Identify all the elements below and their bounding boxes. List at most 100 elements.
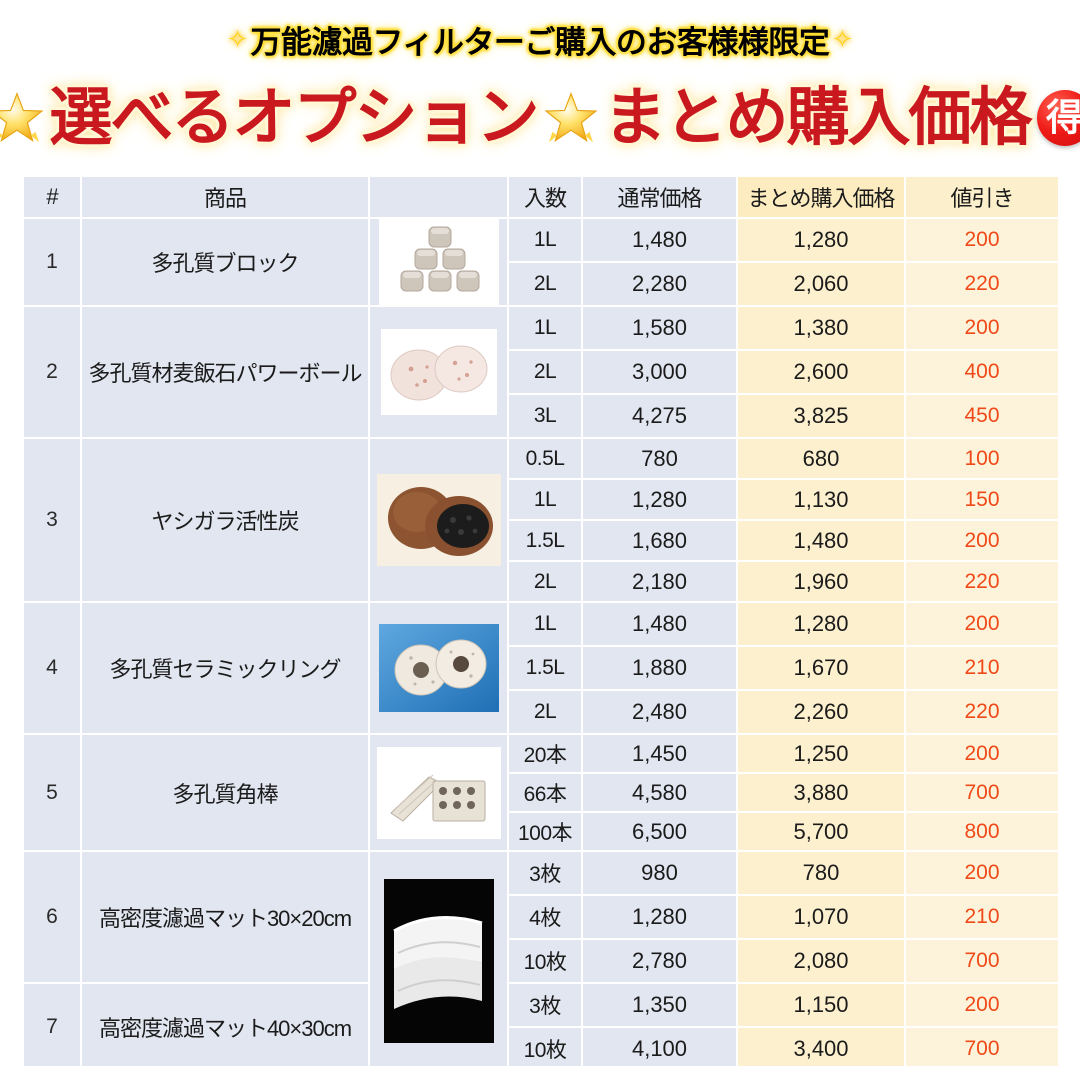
product-name: 高密度濾過マット30×20cm — [80, 850, 370, 984]
bottom-margin — [0, 1066, 1080, 1080]
row-index: 6 — [22, 850, 82, 984]
quantity-cell: 1L — [507, 217, 583, 263]
normal-price-cell: 4,580 — [581, 772, 738, 813]
bulk-price-cell: 1,280 — [736, 601, 906, 647]
bulk-price-cell: 1,070 — [736, 894, 906, 940]
price-table: # 商品 入数 通常価格 まとめ購入価格 値引き 1 多孔質ブロック — [22, 175, 1060, 1072]
quantity-cell: 20本 — [507, 733, 583, 774]
table-row: 2L 2,480 2,260 220 — [23, 689, 1060, 735]
header-image — [368, 175, 509, 219]
header-product: 商品 — [80, 175, 370, 219]
table-row: 3 ヤシガラ活性炭 0.5L 780 680 100 — [22, 437, 1060, 603]
product-name: 高密度濾過マット40×30cm — [80, 982, 370, 1072]
product-name: 多孔質角棒 — [80, 733, 370, 852]
header-discount: 値引き — [904, 175, 1060, 219]
bulk-price-cell: 2,600 — [736, 349, 906, 395]
quantity-cell: 2L — [507, 349, 583, 395]
normal-price-cell: 2,180 — [581, 560, 738, 603]
toku-badge-icon: 得 — [1036, 90, 1080, 146]
discount-cell: 200 — [904, 519, 1060, 562]
discount-cell: 200 — [904, 601, 1060, 647]
discount-cell: 220 — [904, 689, 1060, 735]
table-row: 4枚 1,280 1,070 210 — [23, 894, 1060, 940]
discount-cell: 200 — [904, 305, 1060, 351]
row-index: 1 — [22, 217, 82, 307]
normal-price-cell: 4,100 — [581, 1026, 738, 1072]
discount-cell: 220 — [904, 560, 1060, 603]
quantity-cell: 2L — [507, 689, 583, 735]
title-text-left: 選べるオプション — [49, 82, 540, 153]
quantity-cell: 1.5L — [507, 519, 583, 562]
normal-price-cell: 1,580 — [581, 305, 738, 351]
normal-price-cell: 1,350 — [581, 982, 738, 1028]
table-row: 1L 1,280 1,130 150 — [23, 478, 1060, 521]
discount-cell: 700 — [904, 772, 1060, 813]
product-image — [368, 437, 509, 603]
product-name: 多孔質材麦飯石パワーボール — [80, 305, 370, 439]
bulk-price-cell: 780 — [736, 850, 906, 896]
quantity-cell: 3L — [507, 393, 583, 439]
quantity-cell: 3枚 — [507, 982, 583, 1028]
discount-cell: 210 — [904, 645, 1060, 691]
normal-price-cell: 980 — [581, 850, 738, 896]
bulk-price-cell: 2,080 — [736, 938, 906, 984]
bulk-price-cell: 3,400 — [736, 1026, 906, 1072]
quantity-cell: 1L — [507, 478, 583, 521]
bulk-price-cell: 5,700 — [736, 811, 906, 852]
product-image — [368, 733, 509, 852]
bulk-price-cell: 1,130 — [736, 478, 906, 521]
quantity-cell: 2L — [507, 560, 583, 603]
discount-cell: 700 — [904, 938, 1060, 984]
row-index: 2 — [22, 305, 82, 439]
normal-price-cell: 6,500 — [581, 811, 738, 852]
normal-price-cell: 1,280 — [581, 894, 738, 940]
normal-price-cell: 1,450 — [581, 733, 738, 774]
normal-price-cell: 1,280 — [581, 478, 738, 521]
normal-price-cell: 2,480 — [581, 689, 738, 735]
table-header-row: # 商品 入数 通常価格 まとめ購入価格 値引き — [22, 175, 1060, 219]
quantity-cell: 66本 — [507, 772, 583, 813]
normal-price-cell: 2,280 — [581, 261, 738, 307]
bulk-price-cell: 2,060 — [736, 261, 906, 307]
table-row: 1.5L 1,680 1,480 200 — [23, 519, 1060, 562]
star-icon-right — [542, 89, 600, 147]
table-row: 66本 4,580 3,880 700 — [23, 772, 1060, 813]
discount-cell: 200 — [904, 850, 1060, 896]
product-image — [368, 305, 509, 439]
star-icon-left — [0, 89, 46, 147]
discount-cell: 700 — [904, 1026, 1060, 1072]
table-row: 6 高密度濾過マット30×20cm 3枚 980 780 200 — [22, 850, 1060, 1072]
quantity-cell: 3枚 — [507, 850, 583, 896]
table-row: 2L 3,000 2,600 400 — [23, 349, 1060, 395]
price-table-container: # 商品 入数 通常価格 まとめ購入価格 値引き 1 多孔質ブロック — [22, 175, 1060, 1072]
table-row: 10枚 4,100 3,400 700 — [23, 1026, 1060, 1072]
bulk-price-cell: 3,880 — [736, 772, 906, 813]
header-quantity: 入数 — [507, 175, 583, 219]
header-index: # — [22, 175, 82, 219]
quantity-cell: 100本 — [507, 811, 583, 852]
table-row: 5 多孔質角棒 20本 1,450 1,250 200 — [22, 733, 1060, 852]
table-row: 3L 4,275 3,825 450 — [23, 393, 1060, 439]
table-row: 100本 6,500 5,700 800 — [23, 811, 1060, 852]
bulk-price-cell: 3,825 — [736, 393, 906, 439]
table-row: 2 多孔質材麦飯石パワーボール 1L 1,580 1,380 200 — [22, 305, 1060, 439]
product-image — [368, 850, 509, 1072]
product-name: 多孔質セラミックリング — [80, 601, 370, 735]
product-name: 多孔質ブロック — [80, 217, 370, 307]
table-row: 2L 2,280 2,060 220 — [23, 261, 1060, 307]
product-image — [368, 601, 509, 735]
discount-cell: 150 — [904, 478, 1060, 521]
bulk-price-cell: 1,380 — [736, 305, 906, 351]
quantity-cell: 1.5L — [507, 645, 583, 691]
discount-cell: 100 — [904, 437, 1060, 480]
quantity-cell: 10枚 — [507, 1026, 583, 1072]
row-index: 3 — [22, 437, 82, 603]
bulk-price-cell: 1,280 — [736, 217, 906, 263]
normal-price-cell: 3,000 — [581, 349, 738, 395]
product-image — [368, 217, 509, 307]
discount-cell: 220 — [904, 261, 1060, 307]
table-row: 4 多孔質セラミックリング — [22, 601, 1060, 735]
table-row: 1 多孔質ブロック — [22, 217, 1060, 307]
title-text-right: まとめ購入価格 — [603, 82, 1033, 153]
bulk-price-cell: 1,670 — [736, 645, 906, 691]
